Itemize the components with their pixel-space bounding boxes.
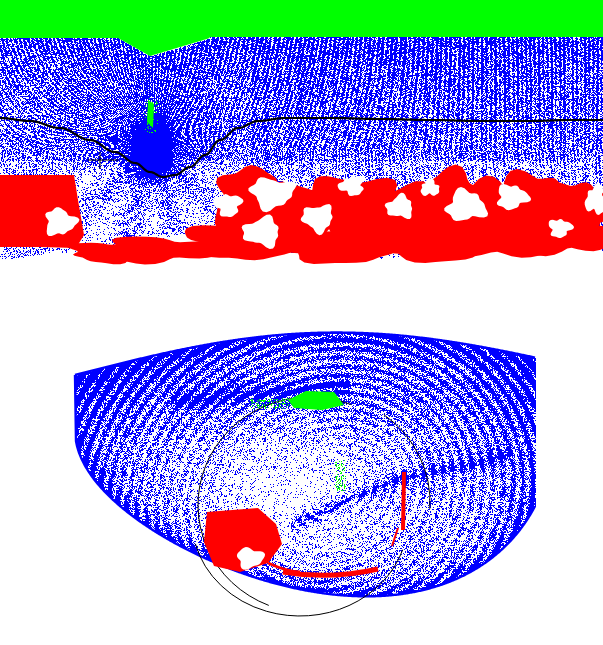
panel-three-dimensional-dome bbox=[0, 280, 603, 645]
panel-planar-cross-section bbox=[0, 0, 603, 270]
cross-section-canvas bbox=[0, 0, 603, 270]
dome-surface-canvas bbox=[0, 280, 603, 645]
